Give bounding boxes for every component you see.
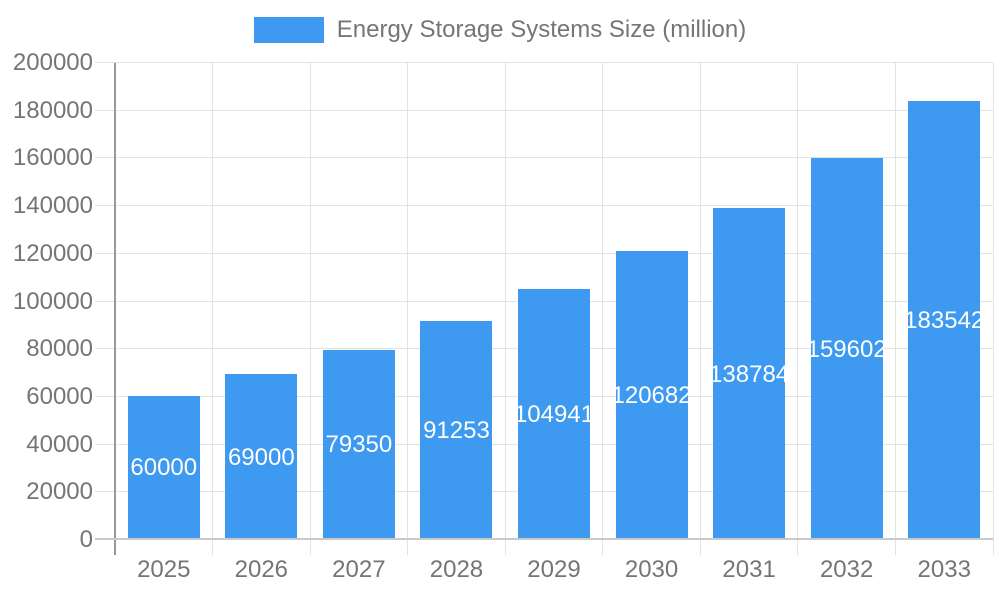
- v-gridline: [407, 63, 409, 555]
- x-tick-label: 2029: [527, 556, 581, 583]
- v-gridline: [797, 63, 799, 555]
- v-gridline: [602, 63, 604, 555]
- v-gridline: [212, 63, 214, 555]
- h-gridline: [95, 109, 993, 111]
- legend-label: Energy Storage Systems Size (million): [336, 16, 747, 43]
- plot-area: 60000 69000 79350 91253 104941 120682 138784 15…: [95, 62, 994, 555]
- y-tick-label: 180000: [12, 96, 93, 124]
- bar: [908, 101, 981, 539]
- bar: [322, 349, 395, 539]
- y-tick-label: 20000: [26, 478, 93, 506]
- h-gridline: [95, 252, 993, 254]
- legend: Energy Storage Systems Size (million): [0, 16, 1000, 44]
- y-tick-label: 40000: [26, 430, 93, 458]
- bar: [518, 288, 590, 539]
- bar-value-label: 69000: [227, 443, 295, 471]
- x-tick-label: 2025: [137, 556, 191, 583]
- bar-value-label: 60000: [130, 454, 198, 482]
- x-tick-label: 2027: [332, 556, 386, 583]
- bar-value-label: 91253: [423, 417, 490, 445]
- y-tick-label: 100000: [12, 287, 93, 315]
- y-tick-label: 140000: [12, 192, 93, 220]
- bar-value-label: 138784: [709, 360, 790, 388]
- x-tick-label: 2031: [722, 556, 776, 583]
- bar: [615, 251, 688, 539]
- y-axis-line: [114, 63, 116, 555]
- bar-value-label: 104941: [513, 400, 595, 428]
- bar: [420, 321, 493, 539]
- x-axis: 2025 2026 2027 2028 2029 2030 2031 2032 2033: [115, 556, 993, 586]
- x-tick-label: 2032: [819, 556, 874, 583]
- v-gridline: [504, 63, 506, 555]
- x-tick-label: 2033: [917, 556, 971, 583]
- bar-value-label: 79350: [325, 431, 393, 459]
- y-tick-label: 200000: [12, 49, 93, 76]
- bar: [225, 374, 298, 539]
- legend-swatch: [253, 17, 324, 43]
- bar: [713, 208, 786, 539]
- y-tick-label: 120000: [12, 239, 93, 267]
- y-tick-label: 160000: [12, 144, 93, 172]
- h-gridline: [95, 157, 993, 159]
- y-tick-label: 0: [79, 526, 93, 553]
- bar-value-label: 183542: [904, 307, 985, 335]
- v-gridline: [699, 63, 701, 555]
- bar: [127, 395, 200, 539]
- v-gridline: [894, 63, 896, 555]
- x-tick-label: 2026: [234, 556, 289, 583]
- bar: [810, 158, 883, 539]
- v-gridline: [309, 63, 311, 555]
- x-tick-label: 2028: [429, 556, 484, 583]
- v-gridline: [992, 63, 994, 555]
- h-gridline: [95, 62, 993, 63]
- y-axis: 0 20000 40000 60000 80000 100000 120000 140000 1…: [0, 50, 93, 553]
- bar-value-label: 120682: [611, 382, 692, 410]
- y-tick-label: 60000: [26, 382, 93, 410]
- x-tick-label: 2030: [624, 556, 679, 583]
- bar-value-label: 159602: [806, 335, 887, 363]
- h-gridline: [95, 205, 993, 207]
- y-tick-label: 80000: [26, 335, 93, 363]
- x-axis-baseline: [95, 538, 993, 540]
